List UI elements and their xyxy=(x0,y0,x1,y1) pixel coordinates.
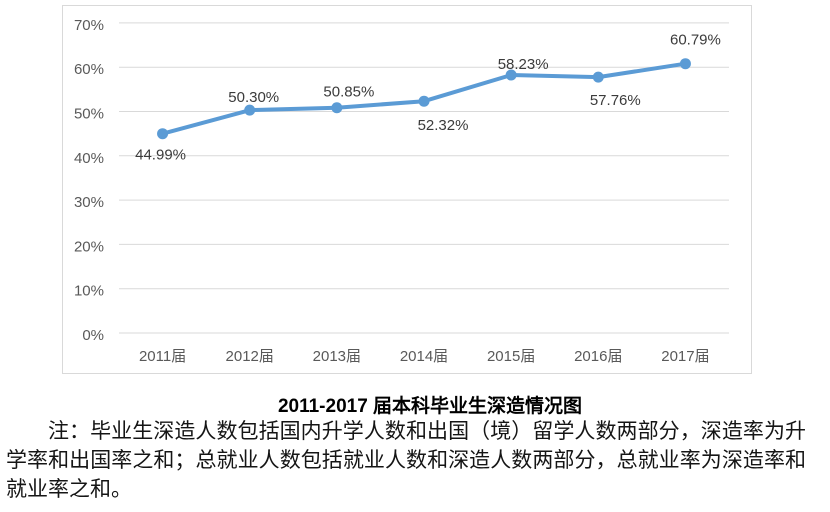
note-text: 注：毕业生深造人数包括国内升学人数和出国（境）留学人数两部分，深造率为升学率和出… xyxy=(6,419,806,501)
data-point xyxy=(679,58,691,70)
y-tick-label: 10% xyxy=(74,283,104,300)
y-tick-label: 30% xyxy=(74,194,104,211)
y-tick-label: 40% xyxy=(74,150,104,167)
x-tick-label: 2011届 xyxy=(139,348,186,365)
data-point-label: 52.32% xyxy=(418,117,469,134)
data-point-label: 50.85% xyxy=(323,84,374,101)
y-tick-label: 70% xyxy=(74,17,104,34)
x-tick-label: 2013届 xyxy=(313,348,361,365)
x-tick-label: 2014届 xyxy=(400,348,448,365)
x-tick-label: 2016届 xyxy=(574,348,622,365)
y-tick-label: 0% xyxy=(82,327,104,344)
data-point xyxy=(331,102,343,114)
data-point-label: 44.99% xyxy=(135,147,186,164)
data-point-label: 58.23% xyxy=(498,56,549,73)
x-tick-label: 2017届 xyxy=(661,348,709,365)
data-labels: 44.99% 50.30% 50.85% 52.32% 58.23% 57.76% 60.7… xyxy=(135,32,721,164)
data-points xyxy=(157,58,691,140)
data-point xyxy=(505,69,517,81)
data-point xyxy=(592,71,604,83)
line-chart-canvas: 0%10%20%30%40%50%60%70%2011届 2012届 2013届 20… xyxy=(74,17,729,365)
data-point-label: 57.76% xyxy=(590,92,641,109)
y-tick-label: 20% xyxy=(74,238,104,255)
x-tick-label: 2015届 xyxy=(487,348,535,365)
x-axis-labels: 2011届 2012届 2013届 2014届 2015届 2016届 2017届 xyxy=(139,348,710,365)
data-point-label: 60.79% xyxy=(670,32,721,49)
gridlines xyxy=(119,22,729,334)
further-study-line-chart: 0% 10% 20% 30% 40% 50% 60% 70% 2011届 2012届 2013届 20… xyxy=(62,5,752,374)
data-point xyxy=(244,104,256,116)
data-point xyxy=(418,95,430,107)
y-tick-label: 50% xyxy=(74,106,104,123)
chart-caption: 2011-2017 届本科毕业生深造情况图 xyxy=(277,396,583,417)
data-point xyxy=(157,128,169,140)
x-tick-label: 2012届 xyxy=(226,348,274,365)
y-tick-label: 60% xyxy=(74,61,104,78)
y-axis-labels: 0% 10% 20% 30% 40% 50% 60% 70% xyxy=(74,17,104,344)
data-point-label: 50.30% xyxy=(228,89,279,106)
